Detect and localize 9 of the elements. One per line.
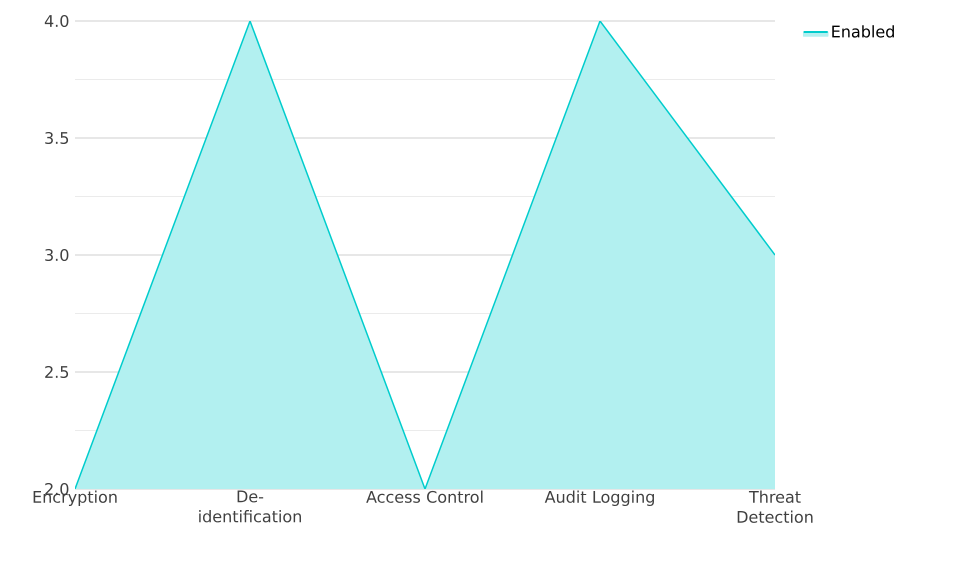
y-tick-label: 4.0	[44, 14, 68, 28]
x-tick-label: Access Control	[366, 490, 482, 503]
legend-label: Enabled	[832, 25, 894, 38]
y-tick-label: 3.0	[45, 248, 68, 262]
y-tick-label: 2.5	[45, 366, 68, 378]
x-tick-label: De-identification	[199, 490, 301, 522]
x-tick-label: Threat Detection	[738, 490, 813, 523]
x-tick-label: Audit Logging	[544, 490, 654, 506]
y-tick-label: 3.5	[45, 132, 68, 144]
